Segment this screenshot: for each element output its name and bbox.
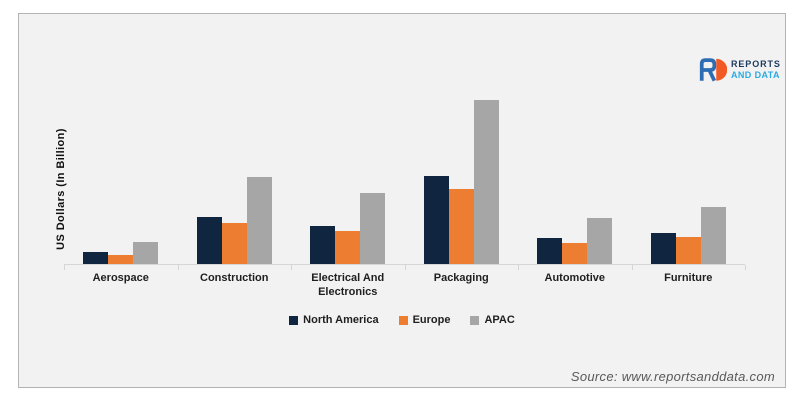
bar-north-america-electrical-and-electronics <box>310 226 336 264</box>
category-label-packaging: Packaging <box>405 271 519 300</box>
category-label-aerospace: Aerospace <box>64 271 178 300</box>
x-axis-tick <box>404 265 406 270</box>
bar-europe-automotive <box>562 243 588 264</box>
bar-group-furniture <box>632 14 746 264</box>
category-label-text: Furniture <box>664 272 713 284</box>
bar-europe-electrical-and-electronics <box>335 231 361 264</box>
bar-group-aerospace <box>64 14 178 264</box>
category-label-text: Construction <box>200 272 269 284</box>
legend: North America Europe APAC <box>19 314 785 326</box>
category-label-text: Packaging <box>433 272 489 284</box>
bar-group-automotive <box>518 14 632 264</box>
legend-label-apac: APAC <box>484 314 515 326</box>
chart-panel: REPORTS AND DATA US Dollars (In Billion)… <box>18 13 786 388</box>
bar-apac-construction <box>246 177 272 264</box>
category-label-electrical-and-electronics: Electrical And Electronics <box>291 271 405 300</box>
bar-north-america-packaging <box>423 176 449 264</box>
bar-apac-aerospace <box>133 242 159 264</box>
category-label-text: Electrical And Electronics <box>311 272 385 299</box>
bar-europe-packaging <box>448 189 474 264</box>
bar-group-construction <box>178 14 292 264</box>
category-label-construction: Construction <box>178 271 292 300</box>
logo-line2: AND DATA <box>731 69 780 80</box>
category-label-furniture: Furniture <box>632 271 746 300</box>
bar-europe-furniture <box>675 237 701 264</box>
bar-apac-furniture <box>700 207 726 264</box>
bar-north-america-aerospace <box>83 252 109 264</box>
x-axis-tick <box>291 265 292 270</box>
bar-north-america-automotive <box>537 238 563 264</box>
x-axis-tick <box>177 265 179 270</box>
category-label-automotive: Automotive <box>518 271 632 300</box>
legend-swatch-europe <box>398 315 408 325</box>
legend-item-north-america: North America <box>289 314 379 326</box>
category-label-text: Automotive <box>544 272 606 284</box>
logo-line1: REPORTS <box>731 59 781 70</box>
bar-north-america-construction <box>196 217 222 264</box>
legend-swatch-apac <box>470 315 480 325</box>
plot-area <box>64 14 746 270</box>
legend-item-apac: APAC <box>470 314 515 326</box>
source-text: Source: www.reportsanddata.com <box>570 369 775 384</box>
x-axis-tick <box>64 265 65 270</box>
bar-north-america-furniture <box>650 233 676 264</box>
logo-text: REPORTS AND DATA <box>731 59 781 80</box>
legend-item-europe: Europe <box>398 314 451 326</box>
legend-swatch-north-america <box>289 315 299 325</box>
x-axis-tick <box>631 265 633 270</box>
x-axis-tick <box>518 265 519 270</box>
legend-label-north-america: North America <box>303 314 379 326</box>
bar-apac-automotive <box>587 218 613 264</box>
category-labels-row: Aerospace Construction Electrical And Elec… <box>64 271 745 300</box>
bar-group-electrical-and-electronics <box>291 14 405 264</box>
bar-europe-aerospace <box>108 255 134 264</box>
x-axis-tick <box>745 265 746 270</box>
bar-apac-packaging <box>473 100 499 264</box>
bar-group-packaging <box>405 14 519 264</box>
category-label-text: Aerospace <box>92 272 149 284</box>
logo-rd-monogram-icon <box>699 58 727 82</box>
bar-europe-construction <box>221 223 247 264</box>
legend-label-europe: Europe <box>412 314 451 326</box>
reports-and-data-logo: REPORTS AND DATA <box>698 57 781 82</box>
bar-apac-electrical-and-electronics <box>360 193 386 264</box>
